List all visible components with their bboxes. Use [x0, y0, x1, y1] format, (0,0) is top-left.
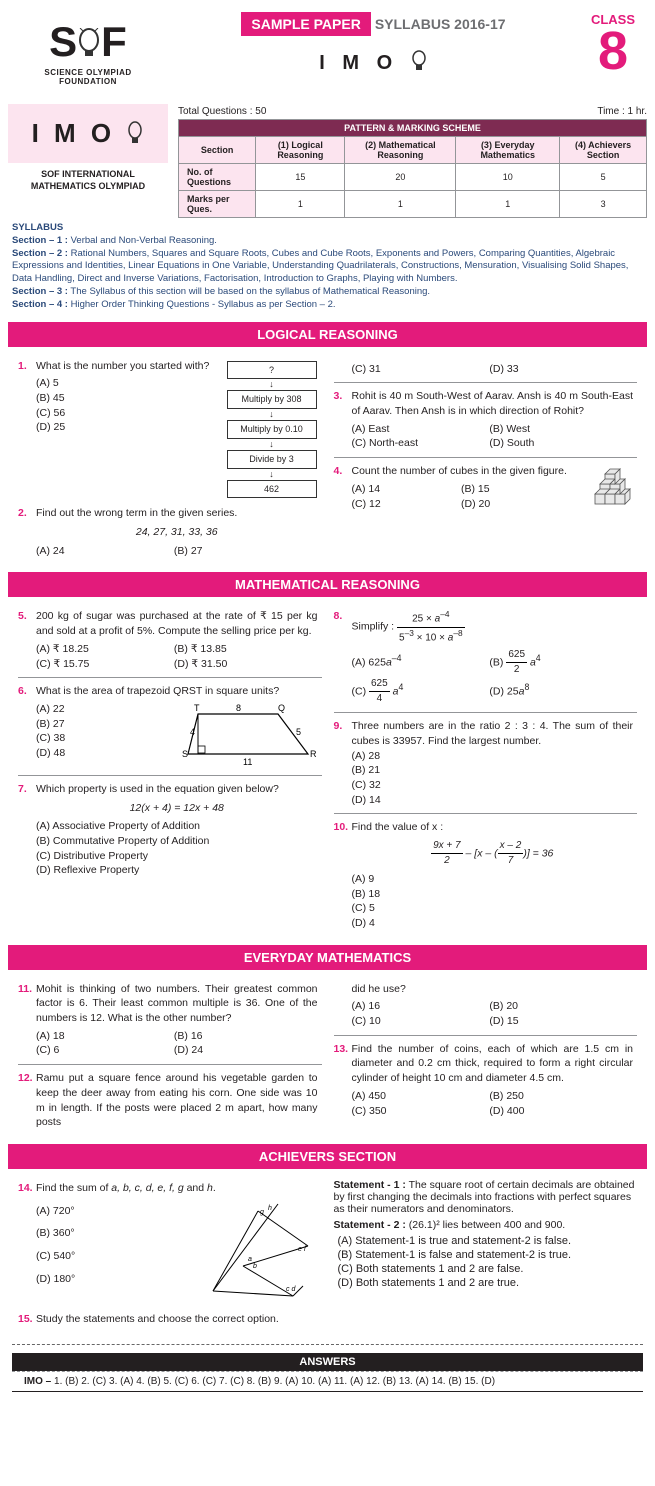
cube-diagram — [587, 464, 637, 514]
section-logical: LOGICAL REASONING — [8, 322, 647, 347]
q6: 6.What is the area of trapezoid QRST in … — [18, 684, 322, 769]
section-everyday: EVERYDAY MATHEMATICS — [8, 945, 647, 970]
header-middle: SAMPLE PAPER SYLLABUS 2016-17 I M O — [168, 8, 579, 75]
q12: 12.Ramu put a square fence around his ve… — [18, 1071, 322, 1130]
cell: 20 — [345, 164, 456, 191]
q2: 2.Find out the wrong term in the given s… — [18, 506, 322, 558]
sample-paper-label: SAMPLE PAPER — [241, 12, 370, 36]
trapezoid-diagram: T Q R S 8 4 5 11 — [178, 699, 318, 769]
svg-text:T: T — [194, 703, 200, 713]
q7-equation: 12(x + 4) = 12x + 48 — [36, 801, 318, 816]
flowchart: ? ↓ Multiply by 308 ↓ Multiply by 0.10 ↓… — [222, 359, 322, 501]
section-math: MATHEMATICAL REASONING — [8, 572, 647, 597]
imo-side-title: SOF INTERNATIONAL MATHEMATICS OLYMPIAD — [8, 169, 168, 192]
cell: 1 — [256, 191, 345, 218]
q5: 5.200 kg of sugar was purchased at the r… — [18, 609, 322, 671]
time-limit: Time : 1 hr. — [597, 106, 647, 117]
syllabus-s1: Section – 1 : Verbal and Non-Verbal Reas… — [12, 235, 643, 248]
svg-text:a: a — [248, 1256, 252, 1263]
sof-caption: SCIENCE OLYMPIAD FOUNDATION — [18, 68, 158, 86]
cell: 10 — [456, 164, 560, 191]
imo-side-logo: I M O — [8, 104, 168, 163]
svg-text:S: S — [182, 749, 188, 759]
answers-header: ANSWERS — [12, 1353, 643, 1371]
imo-side-box: I M O SOF INTERNATIONAL MATHEMATICS OLYM… — [8, 104, 168, 218]
svg-text:8: 8 — [236, 703, 241, 713]
sof-logo-text: SF — [18, 18, 158, 66]
svg-text:11: 11 — [243, 757, 252, 767]
col-section: Section — [179, 137, 256, 164]
class-box: CLASS 8 — [579, 8, 647, 80]
imo-logo: I M O — [168, 50, 579, 75]
math-questions: 5.200 kg of sugar was purchased at the r… — [0, 601, 655, 938]
syllabus-label: SYLLABUS — [12, 222, 63, 233]
q7: 7.Which property is used in the equation… — [18, 782, 322, 878]
q10-equation: 9x + 72 – [x – (x – 27)] = 36 — [352, 839, 634, 868]
syllabus-s4: Section – 4 : Higher Order Thinking Ques… — [12, 299, 643, 312]
q15: 15.Study the statements and choose the c… — [18, 1312, 322, 1327]
statement-2: Statement - 2 : (26.1)² lies between 400… — [334, 1219, 638, 1231]
cell: 3 — [560, 191, 647, 218]
sof-logo-box: SF SCIENCE OLYMPIAD FOUNDATION — [8, 8, 168, 96]
q10: 10.Find the value of x : 9x + 72 – [x – … — [334, 820, 638, 930]
syllabus-year: SYLLABUS 2016-17 — [375, 16, 506, 32]
statement-1: Statement - 1 : The square root of certa… — [334, 1179, 638, 1215]
svg-text:b: b — [253, 1263, 257, 1270]
cell: 1 — [456, 191, 560, 218]
scheme-header: PATTERN & MARKING SCHEME — [179, 120, 647, 137]
col-achievers: (4) Achievers Section — [560, 137, 647, 164]
scheme-block: Total Questions : 50 Time : 1 hr. PATTER… — [178, 104, 647, 218]
scheme-table: PATTERN & MARKING SCHEME Section (1) Log… — [178, 119, 647, 218]
q4: 4.Count the number of cubes in the given… — [334, 464, 638, 511]
logical-questions: ? ↓ Multiply by 308 ↓ Multiply by 0.10 ↓… — [0, 351, 655, 567]
row-marks-label: Marks per Ques. — [179, 191, 256, 218]
cell: 15 — [256, 164, 345, 191]
total-questions: Total Questions : 50 — [178, 106, 266, 117]
row-numq-label: No. of Questions — [179, 164, 256, 191]
answers-line: IMO – 1. (B) 2. (C) 3. (A) 4. (B) 5. (C)… — [12, 1371, 643, 1392]
class-number: 8 — [591, 27, 635, 76]
q11: 11.Mohit is thinking of two numbers. The… — [18, 982, 322, 1058]
svg-text:g: g — [260, 1209, 264, 1216]
q12b: did he use? (A) 16(B) 20(C) 10(D) 15 — [334, 982, 638, 1029]
svg-text:5: 5 — [296, 727, 301, 737]
syllabus-block: SYLLABUS Section – 1 : Verbal and Non-Ve… — [0, 218, 655, 316]
svg-text:c d: c d — [286, 1286, 296, 1293]
achievers-questions: 14.Find the sum of a, b, c, d, e, f, g a… — [0, 1173, 655, 1334]
q3: 3.Rohit is 40 m South-West of Aarav. Ans… — [334, 389, 638, 451]
col-logical: (1) Logical Reasoning — [256, 137, 345, 164]
cell: 1 — [345, 191, 456, 218]
syllabus-s2: Section – 2 : Rational Numbers, Squares … — [12, 248, 643, 286]
q1: ? ↓ Multiply by 308 ↓ Multiply by 0.10 ↓… — [18, 359, 322, 501]
info-row: I M O SOF INTERNATIONAL MATHEMATICS OLYM… — [0, 104, 655, 218]
svg-text:4: 4 — [190, 727, 195, 737]
q8: 8.Simplify : 25 × a–45–3 × 10 × a–8 (A) … — [334, 609, 638, 706]
section-achievers: ACHIEVERS SECTION — [8, 1144, 647, 1169]
q13: 13.Find the number of coins, each of whi… — [334, 1042, 638, 1118]
syllabus-s3: Section – 3 : The Syllabus of this secti… — [12, 286, 643, 299]
everyday-questions: 11.Mohit is thinking of two numbers. The… — [0, 974, 655, 1138]
svg-text:e f: e f — [298, 1246, 307, 1253]
dashed-divider — [12, 1344, 643, 1345]
svg-text:R: R — [310, 749, 317, 759]
page-header: SF SCIENCE OLYMPIAD FOUNDATION SAMPLE PA… — [0, 0, 655, 104]
q14: 14.Find the sum of a, b, c, d, e, f, g a… — [18, 1181, 322, 1306]
svg-text:h: h — [268, 1205, 272, 1212]
q9: 9.Three numbers are in the ratio 2 : 3 :… — [334, 719, 638, 807]
q2-cd: (C) 31(D) 33 — [334, 359, 638, 377]
svg-text:Q: Q — [278, 703, 285, 713]
cell: 5 — [560, 164, 647, 191]
angle-diagram: ab c d e f gh — [198, 1196, 318, 1306]
col-math: (2) Mathematical Reasoning — [345, 137, 456, 164]
col-everyday: (3) Everyday Mathematics — [456, 137, 560, 164]
